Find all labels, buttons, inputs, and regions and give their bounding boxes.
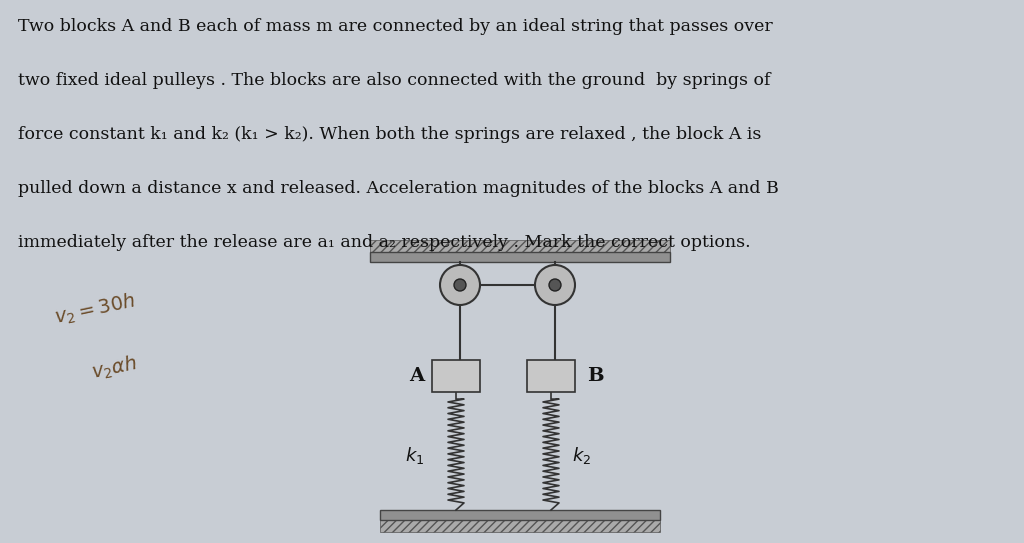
Circle shape	[535, 265, 575, 305]
Bar	[380, 510, 660, 520]
Bar	[380, 520, 660, 532]
Circle shape	[454, 279, 466, 291]
Text: $k_1$: $k_1$	[404, 445, 424, 466]
Text: pulled down a distance x and released. Acceleration magnitudes of the blocks A a: pulled down a distance x and released. A…	[18, 180, 778, 197]
Text: immediately after the release are a₁ and a₂ respectively . Mark the correct opti: immediately after the release are a₁ and…	[18, 234, 751, 251]
Text: $v_2\alpha h$: $v_2\alpha h$	[90, 352, 140, 384]
Text: Two blocks A and B each of mass m are connected by an ideal string that passes o: Two blocks A and B each of mass m are co…	[18, 18, 773, 35]
Bar	[370, 252, 670, 262]
Text: A: A	[409, 367, 424, 385]
Bar	[432, 360, 480, 392]
Circle shape	[440, 265, 480, 305]
Text: B: B	[587, 367, 603, 385]
Text: force constant k₁ and k₂ (k₁ > k₂). When both the springs are relaxed , the bloc: force constant k₁ and k₂ (k₁ > k₂). When…	[18, 126, 762, 143]
Text: $v_2 = 30h$: $v_2 = 30h$	[52, 291, 137, 330]
Bar	[527, 360, 575, 392]
Bar	[370, 240, 670, 252]
Text: two fixed ideal pulleys . The blocks are also connected with the ground  by spri: two fixed ideal pulleys . The blocks are…	[18, 72, 770, 89]
Circle shape	[549, 279, 561, 291]
Text: $k_2$: $k_2$	[572, 445, 591, 466]
